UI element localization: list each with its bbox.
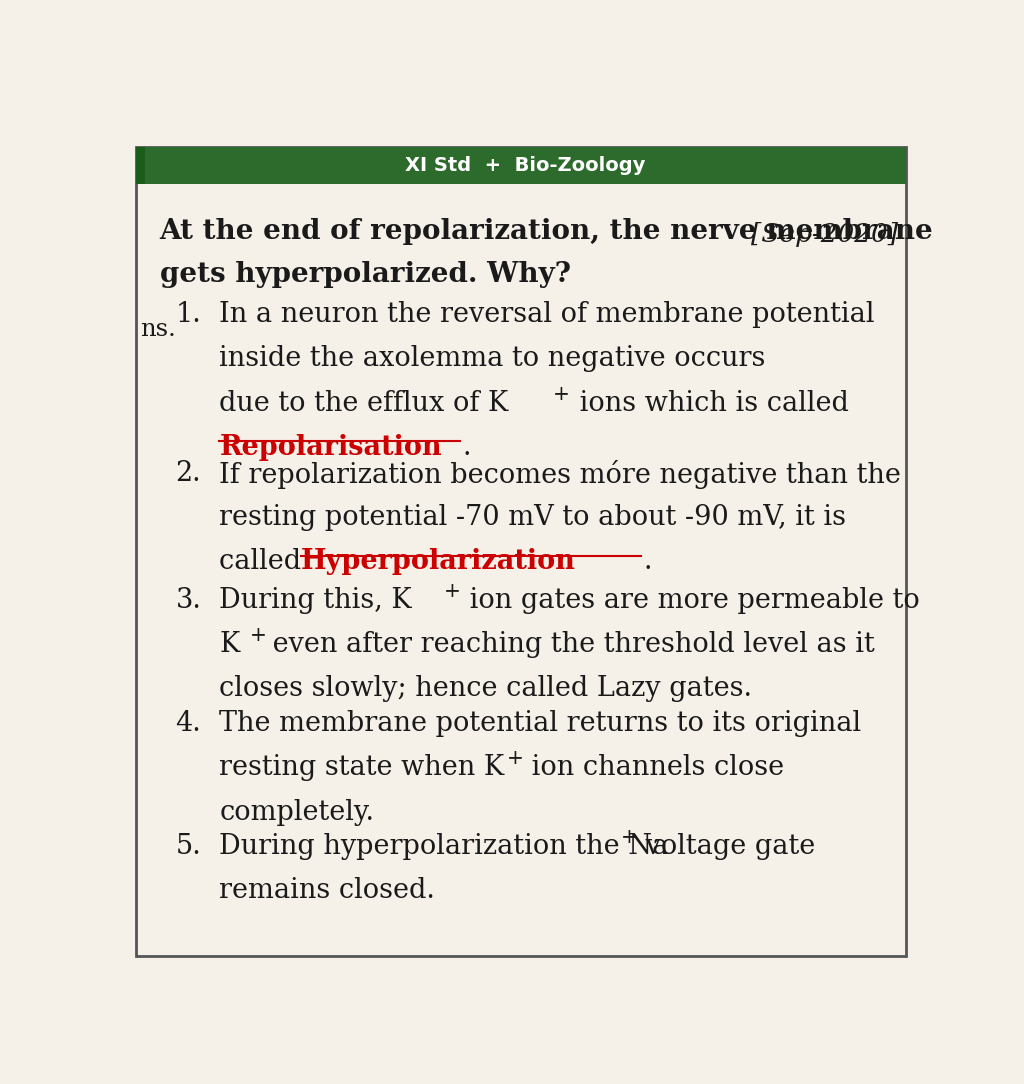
Text: inside the axolemma to negative occurs: inside the axolemma to negative occurs: [219, 346, 766, 373]
Text: 4.: 4.: [176, 710, 202, 737]
Text: 3.: 3.: [176, 586, 202, 614]
Text: The membrane potential returns to its original: The membrane potential returns to its or…: [219, 710, 861, 737]
Text: 2.: 2.: [176, 460, 202, 487]
Text: called: called: [219, 549, 310, 576]
FancyBboxPatch shape: [136, 146, 905, 956]
Text: resting state when K: resting state when K: [219, 754, 505, 782]
Text: XI Std  +  Bio-Zoology: XI Std + Bio-Zoology: [404, 156, 645, 175]
Text: +: +: [621, 828, 638, 847]
Text: voltage gate: voltage gate: [637, 833, 815, 860]
Text: even after reaching the threshold level as it: even after reaching the threshold level …: [264, 631, 876, 658]
Text: ns.: ns.: [140, 318, 176, 340]
Text: closes slowly; hence called Lazy gates.: closes slowly; hence called Lazy gates.: [219, 675, 753, 702]
Text: remains closed.: remains closed.: [219, 877, 435, 904]
Text: During this, K: During this, K: [219, 586, 412, 614]
Text: completely.: completely.: [219, 799, 374, 826]
Text: Repolarisation: Repolarisation: [219, 434, 442, 461]
Text: ions which is called: ions which is called: [570, 389, 849, 416]
Text: If repolarization becomes móre negative than the: If repolarization becomes móre negative …: [219, 460, 901, 489]
Text: ion gates are more permeable to: ion gates are more permeable to: [461, 586, 920, 614]
Text: During hyperpolarization the Na: During hyperpolarization the Na: [219, 833, 669, 860]
Text: 5.: 5.: [176, 833, 202, 860]
Text: .: .: [643, 549, 651, 576]
Text: Hyperpolarization: Hyperpolarization: [301, 549, 575, 576]
Text: K: K: [219, 631, 240, 658]
Text: gets hyperpolarized. Why?: gets hyperpolarized. Why?: [160, 261, 570, 288]
Text: +: +: [507, 749, 523, 769]
Text: +: +: [553, 385, 570, 403]
Text: In a neuron the reversal of membrane potential: In a neuron the reversal of membrane pot…: [219, 301, 874, 328]
Text: .: .: [462, 434, 471, 461]
FancyBboxPatch shape: [136, 146, 905, 184]
Text: +: +: [443, 582, 461, 601]
Text: [Sep-2020]: [Sep-2020]: [751, 222, 898, 247]
Text: due to the efflux of K: due to the efflux of K: [219, 389, 509, 416]
Text: +: +: [250, 625, 266, 645]
Text: ion channels close: ion channels close: [523, 754, 784, 782]
Text: resting potential -70 mV to about -90 mV, it is: resting potential -70 mV to about -90 mV…: [219, 504, 846, 531]
Text: 1.: 1.: [176, 301, 202, 328]
Text: At the end of repolarization, the nerve membrane: At the end of repolarization, the nerve …: [160, 218, 934, 245]
FancyBboxPatch shape: [136, 146, 145, 184]
